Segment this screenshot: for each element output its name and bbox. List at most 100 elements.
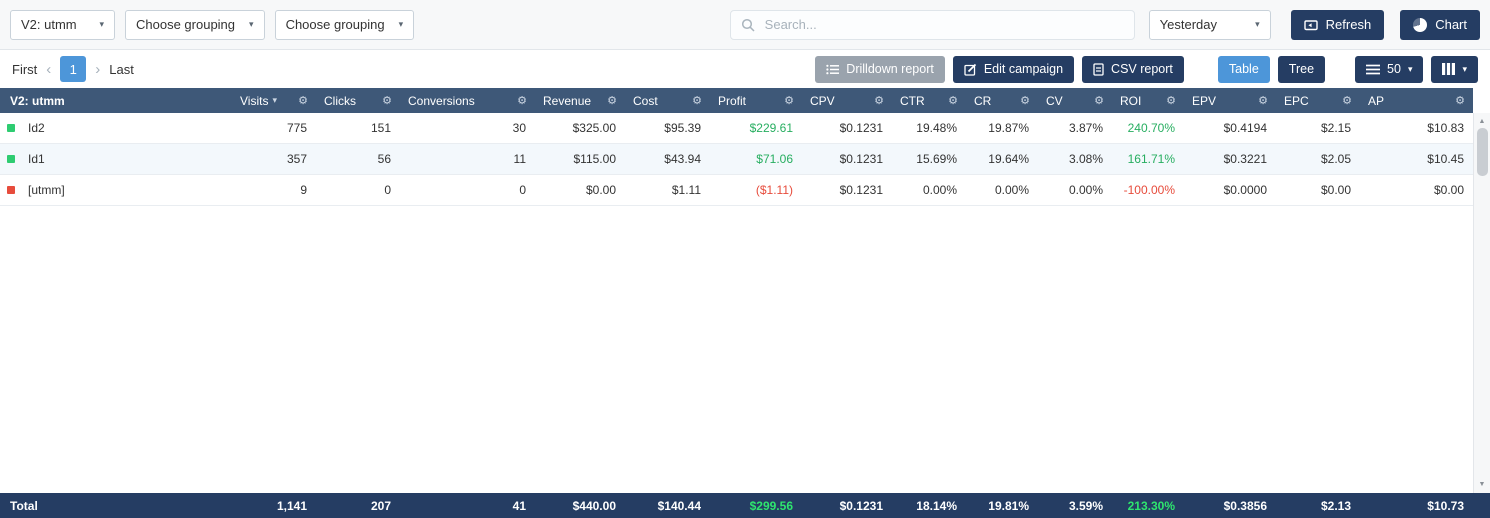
sort-desc-icon[interactable]: ▾ xyxy=(272,95,277,105)
column-settings-gear-icon[interactable]: ⚙ xyxy=(784,95,794,107)
column-settings-gear-icon[interactable]: ⚙ xyxy=(298,95,308,107)
grouping-select-2[interactable]: Choose grouping ▾ xyxy=(274,9,415,40)
report-table: V2: utmm Visits ▾ ⚙ Clicks ⚙ Conversions ⚙ Reven… xyxy=(0,88,1490,493)
total-cell-ap: $10.73 xyxy=(1427,498,1464,513)
row-status-indicator xyxy=(7,186,15,194)
column-header-cpv[interactable]: CPV ⚙ xyxy=(802,88,892,113)
cell-epv: $0.3221 xyxy=(1223,152,1267,166)
column-header-conversions[interactable]: Conversions ⚙ xyxy=(400,88,535,113)
table-row[interactable]: Id1 357 56 11 $115.00 $43.94 $71.06 $0.1231 15.6… xyxy=(0,144,1473,175)
cell-ap: $0.00 xyxy=(1433,183,1464,197)
cell-revenue: $0.00 xyxy=(585,183,616,197)
pagination-page-1[interactable]: 1 xyxy=(60,56,87,82)
column-settings-gear-icon[interactable]: ⚙ xyxy=(1094,95,1104,107)
cell-cpv: $0.1231 xyxy=(839,183,883,197)
column-settings-gear-icon[interactable]: ⚙ xyxy=(1455,95,1465,107)
column-settings-gear-icon[interactable]: ⚙ xyxy=(874,95,884,107)
column-header-clicks[interactable]: Clicks ⚙ xyxy=(316,88,400,113)
cell-cost: $1.11 xyxy=(671,183,701,197)
refresh-button[interactable]: Refresh xyxy=(1290,9,1385,40)
cell-ctr: 0.00% xyxy=(922,183,957,197)
column-settings-gear-icon[interactable]: ⚙ xyxy=(1020,95,1030,107)
chart-button[interactable]: Chart xyxy=(1400,9,1480,40)
column-header-epv[interactable]: EPV ⚙ xyxy=(1184,88,1276,113)
table-body-area: Id2 775 151 30 $325.00 $95.39 $229.61 $0.1231 19… xyxy=(0,113,1490,493)
table-row[interactable]: [utmm] 9 0 0 $0.00 $1.11 ($1.11) $0.1231 0.00% 0.… xyxy=(0,175,1473,206)
column-label: CTR xyxy=(900,93,925,108)
column-header-roi[interactable]: ROI ⚙ xyxy=(1112,88,1184,113)
column-label: Conversions xyxy=(408,93,475,108)
table-row[interactable]: Id2 775 151 30 $325.00 $95.39 $229.61 $0.1231 19… xyxy=(0,113,1473,144)
grouping-select-2-value: Choose grouping xyxy=(285,17,385,32)
row-status-indicator xyxy=(7,155,15,163)
pagination-first[interactable]: First xyxy=(12,61,38,77)
column-settings-gear-icon[interactable]: ⚙ xyxy=(1166,95,1176,107)
page-size-select[interactable]: 50 ▾ xyxy=(1355,55,1424,83)
row-name: [utmm] xyxy=(28,183,65,197)
column-settings-gear-icon[interactable]: ⚙ xyxy=(607,95,617,107)
row-name: Id2 xyxy=(28,121,45,135)
cell-clicks: 151 xyxy=(370,121,391,135)
column-settings-gear-icon[interactable]: ⚙ xyxy=(692,95,702,107)
search-input[interactable] xyxy=(762,16,1124,33)
cell-epv: $0.0000 xyxy=(1223,183,1267,197)
column-header-revenue[interactable]: Revenue ⚙ xyxy=(535,88,625,113)
date-range-select[interactable]: Yesterday ▾ xyxy=(1148,9,1271,40)
edit-campaign-button[interactable]: Edit campaign xyxy=(952,55,1075,83)
tree-view-button[interactable]: Tree xyxy=(1277,55,1326,83)
chevron-left-icon[interactable]: ‹ xyxy=(46,60,52,78)
pagination-last[interactable]: Last xyxy=(109,61,134,77)
cell-ctr: 19.48% xyxy=(916,121,957,135)
column-label: Profit xyxy=(718,93,747,108)
chevron-right-icon[interactable]: › xyxy=(95,60,101,78)
grouping-select-1[interactable]: Choose grouping ▾ xyxy=(125,9,265,40)
cell-name: Id1 xyxy=(0,152,232,166)
csv-report-button[interactable]: CSV report xyxy=(1082,55,1184,83)
column-settings-gear-icon[interactable]: ⚙ xyxy=(1258,95,1268,107)
column-settings-gear-icon[interactable]: ⚙ xyxy=(517,95,527,107)
scroll-down-icon[interactable]: ▼ xyxy=(1478,481,1486,488)
total-cell-roi: 213.30% xyxy=(1127,498,1175,513)
chevron-down-icon: ▾ xyxy=(1407,63,1413,74)
refresh-button-label: Refresh xyxy=(1325,17,1372,32)
column-settings-gear-icon[interactable]: ⚙ xyxy=(382,95,392,107)
campaign-select-value: V2: utmm xyxy=(21,17,77,32)
table-header-row: V2: utmm Visits ▾ ⚙ Clicks ⚙ Conversions ⚙ Reven… xyxy=(0,88,1473,113)
cell-name: Id2 xyxy=(0,121,232,135)
cell-epc: $2.05 xyxy=(1320,152,1351,166)
sub-toolbar: First ‹ 1 › Last Drilldown report xyxy=(0,50,1490,88)
column-header-profit[interactable]: Profit ⚙ xyxy=(710,88,802,113)
total-cell-clicks: 207 xyxy=(370,498,391,513)
total-cell-cost: $140.44 xyxy=(657,498,701,513)
search-box[interactable] xyxy=(729,9,1135,40)
cell-cpv: $0.1231 xyxy=(839,121,883,135)
column-header-cv[interactable]: CV ⚙ xyxy=(1038,88,1112,113)
column-settings-gear-icon[interactable]: ⚙ xyxy=(1342,95,1352,107)
column-label: EPV xyxy=(1192,93,1217,108)
campaign-select[interactable]: V2: utmm ▾ xyxy=(10,9,115,40)
total-cell-name: Total xyxy=(10,498,38,513)
vertical-scrollbar[interactable]: ▲ ▼ xyxy=(1473,113,1490,493)
column-header-epc[interactable]: EPC ⚙ xyxy=(1276,88,1360,113)
cell-cr: 19.64% xyxy=(988,152,1029,166)
scroll-up-icon[interactable]: ▲ xyxy=(1478,118,1486,125)
cell-epv: $0.4194 xyxy=(1223,121,1267,135)
row-status-indicator xyxy=(7,124,15,132)
table-view-button[interactable]: Table xyxy=(1217,55,1270,83)
columns-icon xyxy=(1442,63,1456,75)
cell-roi: 240.70% xyxy=(1127,121,1175,135)
total-cell-conversions: 41 xyxy=(512,498,526,513)
scrollbar-thumb[interactable] xyxy=(1476,128,1488,176)
column-label: Cost xyxy=(633,93,658,108)
column-header-ctr[interactable]: CTR ⚙ xyxy=(892,88,966,113)
columns-select-button[interactable]: ▾ xyxy=(1431,55,1478,83)
column-header-visits[interactable]: Visits ▾ ⚙ xyxy=(232,88,316,113)
column-header-cr[interactable]: CR ⚙ xyxy=(966,88,1038,113)
column-label: CR xyxy=(974,93,992,108)
column-header-ap[interactable]: AP ⚙ xyxy=(1360,88,1473,113)
drilldown-report-button[interactable]: Drilldown report xyxy=(815,55,945,83)
column-header-cost[interactable]: Cost ⚙ xyxy=(625,88,710,113)
column-settings-gear-icon[interactable]: ⚙ xyxy=(948,95,958,107)
table-view-label: Table xyxy=(1228,62,1259,76)
drilldown-report-label: Drilldown report xyxy=(846,62,934,76)
